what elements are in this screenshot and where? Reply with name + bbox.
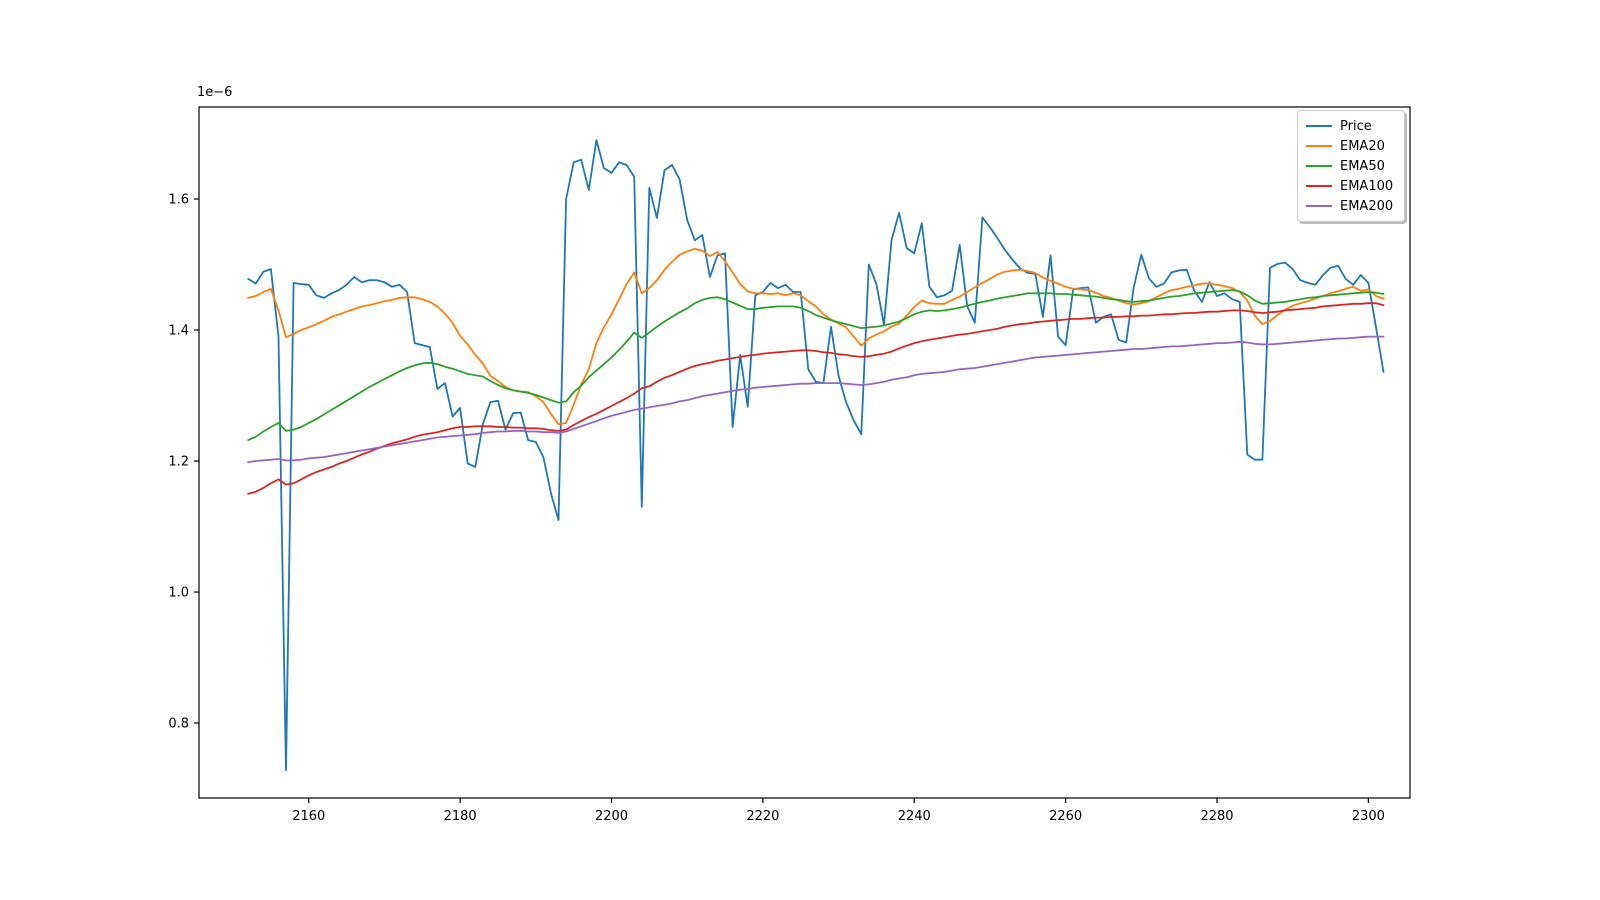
legend-entry-ema200: EMA200 [1306,196,1396,216]
legend-entry-ema20: EMA20 [1306,136,1396,156]
ema200-line-swatch [1306,205,1332,207]
y-tick-label: 1.0 [168,586,189,601]
legend-entry-ema50: EMA50 [1306,156,1396,176]
ema20-line-swatch [1306,145,1332,147]
legend-label-ema200: EMA200 [1340,198,1394,214]
x-tick-label: 2220 [746,809,779,824]
legend-entry-ema100: EMA100 [1306,176,1396,196]
legend: Price EMA20 EMA50 EMA100 EMA200 [1297,110,1405,222]
price-line-swatch [1306,125,1332,127]
series-line-price [247,139,1385,772]
y-tick-label: 0.8 [168,717,189,732]
y-tick-label: 1.6 [168,193,189,208]
series-line-ema100 [247,302,1385,495]
series-line-ema20 [247,247,1385,426]
y-tick-label: 1.2 [168,455,189,470]
x-tick-label: 2260 [1049,809,1082,824]
series-line-ema50 [247,289,1385,442]
x-tick-label: 2180 [444,809,477,824]
legend-label-ema100: EMA100 [1340,178,1394,194]
ema100-line-swatch [1306,185,1332,187]
x-tick-label: 2160 [292,809,325,824]
axes-spines [198,106,1411,799]
x-tick-label: 2280 [1200,809,1233,824]
y-tick-label: 1.4 [168,324,189,339]
legend-label-price: Price [1340,118,1372,134]
legend-label-ema20: EMA20 [1340,138,1385,154]
legend-label-ema50: EMA50 [1340,158,1385,174]
x-tick-label: 2300 [1352,809,1385,824]
legend-entry-price: Price [1306,116,1396,136]
x-tick-label: 2200 [595,809,628,824]
y-axis-offset-label: 1e−6 [197,85,233,100]
series-line-ema200 [247,335,1385,464]
x-tick-label: 2240 [898,809,931,824]
ema50-line-swatch [1306,165,1332,167]
plot-area [247,139,1385,772]
